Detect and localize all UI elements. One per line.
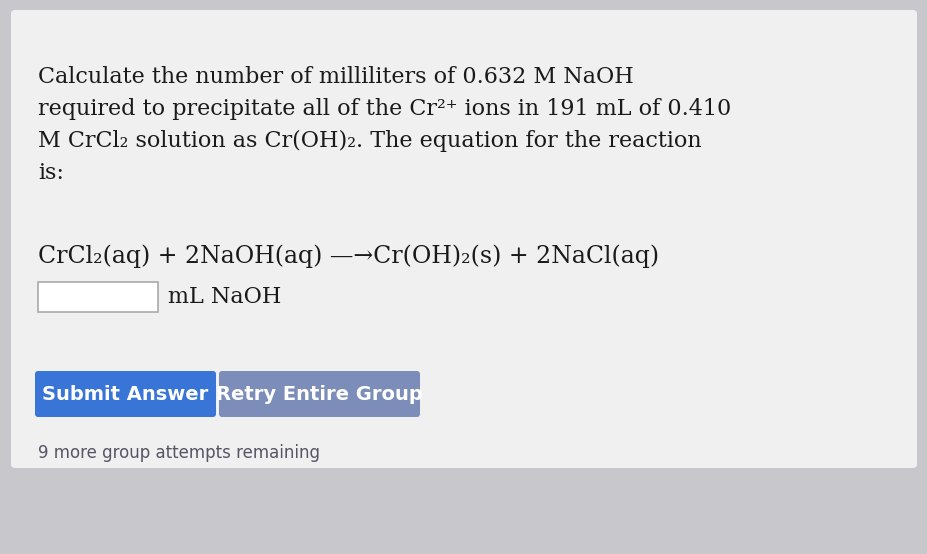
Bar <box>38 282 158 312</box>
Text: Submit Answer: Submit Answer <box>43 384 209 403</box>
Text: is:: is: <box>38 162 64 184</box>
Text: Retry Entire Group: Retry Entire Group <box>216 384 423 403</box>
FancyBboxPatch shape <box>11 10 916 468</box>
FancyBboxPatch shape <box>35 371 216 417</box>
Text: mL NaOH: mL NaOH <box>168 286 281 308</box>
Text: M CrCl₂ solution as Cr(OH)₂. The equation for the reaction: M CrCl₂ solution as Cr(OH)₂. The equatio… <box>38 130 701 152</box>
Text: Calculate the number of milliliters of 0.632 M NaOH: Calculate the number of milliliters of 0… <box>38 66 633 88</box>
Text: CrCl₂(aq) + 2NaOH(aq) —→Cr(OH)₂(s) + 2NaCl(aq): CrCl₂(aq) + 2NaOH(aq) —→Cr(OH)₂(s) + 2Na… <box>38 244 658 268</box>
Text: 9 more group attempts remaining: 9 more group attempts remaining <box>38 444 320 462</box>
FancyBboxPatch shape <box>219 371 420 417</box>
Text: required to precipitate all of the Cr²⁺ ions in 191 mL of 0.410: required to precipitate all of the Cr²⁺ … <box>38 98 730 120</box>
